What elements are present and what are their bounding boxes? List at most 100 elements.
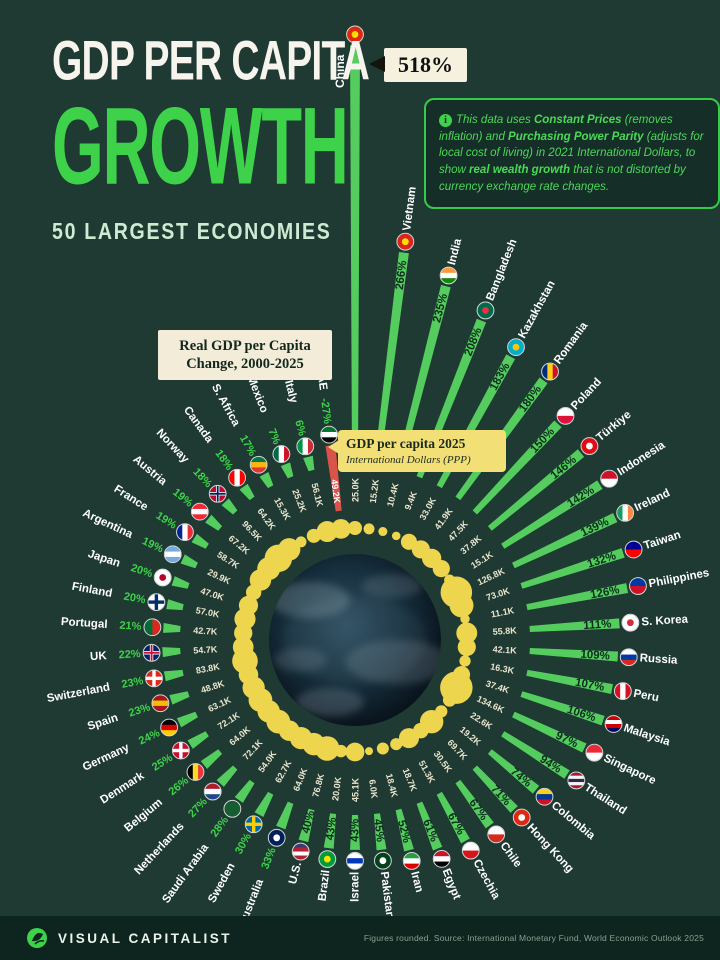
flag-icon-Ireland (616, 503, 635, 522)
country-label: U.S. (287, 861, 304, 886)
country-label: Saudi Arabia (160, 842, 211, 906)
country-label: Mexico (244, 374, 270, 415)
gdp-value-label: 18.4K (384, 773, 400, 799)
gdp-circle (391, 531, 401, 541)
gdp-circle (232, 636, 254, 658)
gdp-circle (449, 593, 474, 618)
percent-label: 23% (127, 701, 152, 719)
country-label: Vietnam (401, 186, 418, 232)
percent-label: 19% (170, 486, 195, 509)
flag-icon-Denmark (171, 741, 190, 760)
page-subtitle: 50 LARGEST ECONOMIES (52, 218, 332, 244)
flag-icon-Sweden (244, 815, 263, 834)
country-label: Kazakhstan (516, 279, 557, 341)
flag-icon-Pakistan (373, 851, 392, 870)
gdp-value-label: 47.5K (446, 518, 470, 543)
country-label: Portugal (61, 616, 108, 631)
flag-icon-Egypt (432, 849, 451, 868)
growth-bar (239, 483, 255, 501)
gdp-value-label: 67.2K (227, 533, 252, 556)
page-title-growth: GROWTH (52, 85, 349, 208)
flag-icon-Poland (556, 406, 575, 425)
flag-icon-Philippines (629, 577, 647, 595)
gdp-value-label: 72.1K (241, 737, 265, 762)
country-spoke-Finland: 57.0K 20% Finland (71, 581, 221, 620)
gdp-value-label: 37.4K (485, 678, 511, 695)
gdp-value-label: 42.7K (193, 625, 218, 637)
gdp-value-label: 72.1K (216, 710, 242, 732)
percent-label: 183% (488, 361, 513, 393)
growth-bar (191, 533, 209, 549)
percent-label: 18% (212, 448, 235, 473)
percent-label: 109% (580, 649, 610, 663)
gdp-value-label: 29.9K (206, 567, 232, 586)
country-label: Malaysia (622, 722, 672, 748)
source-note: Figures rounded. Source: International M… (363, 933, 704, 943)
flag-icon-Finland (147, 593, 166, 612)
country-label: Argentina (81, 507, 135, 541)
country-label: Japan (86, 548, 121, 570)
flag-icon-Italy (296, 437, 315, 456)
growth-bar (350, 45, 360, 466)
growth-bar (529, 618, 620, 633)
gdp-circle (238, 595, 259, 615)
gdp-value-label: 63.1K (206, 694, 232, 713)
gdp-value-label: 56.1K (309, 482, 325, 508)
gdp-circle (365, 747, 374, 756)
country-label: Bangladesh (484, 238, 519, 303)
gdp-value-label: 20.0K (330, 776, 343, 802)
gdp-value-label: 9.4K (403, 490, 419, 512)
growth-bar (298, 808, 315, 843)
percent-label: 106% (565, 704, 597, 725)
percent-label: 111% (583, 618, 612, 632)
growth-bar (501, 480, 603, 549)
growth-bar (526, 583, 629, 611)
percent-label: 19% (140, 535, 165, 555)
growth-bar (205, 514, 223, 531)
gdp-value-label: 10.4K (385, 481, 401, 507)
gdp-value-label: 134.6K (475, 694, 506, 716)
flag-icon-Thailand (567, 771, 586, 790)
percent-label: 61% (420, 818, 440, 844)
growth-bar (512, 513, 618, 569)
flag-icon-Japan (153, 568, 172, 587)
info-icon: i (439, 114, 452, 127)
gdp-value-label: 126.8K (476, 566, 507, 588)
country-spoke-Switzerland: 83.8K 23% Switzerland (46, 661, 221, 705)
growth-bar (200, 749, 223, 769)
chart-label-line1: Real GDP per Capita (179, 338, 311, 354)
gdp-value-label: 41.9K (432, 506, 455, 532)
gdp-circle (376, 742, 389, 755)
page-title: GDP PER CAPITA (52, 29, 370, 92)
footer: VISUAL CAPITALIST Figures rounded. Sourc… (0, 916, 720, 960)
percent-label: 19% (154, 510, 179, 532)
flag-icon-Saudi Arabia (223, 799, 242, 818)
flag-icon-Argentina (163, 545, 182, 564)
gdp-value-label: 64.0K (227, 724, 252, 747)
gdp-value-label: 16.3K (490, 661, 516, 675)
methodology-note: i This data uses Constant Prices (removes… (424, 98, 720, 210)
country-label: France (112, 483, 150, 513)
country-label: Iran (408, 870, 425, 893)
country-label: Ireland (633, 487, 672, 514)
flag-icon-Australia (267, 828, 286, 847)
gdp-value-label: 37.8K (458, 533, 483, 556)
country-label: Belgium (122, 796, 165, 834)
flag-icon-Canada (228, 468, 247, 487)
gdp-circle (390, 738, 403, 751)
flag-icon-Portugal (143, 618, 162, 637)
country-label: S. Africa (209, 382, 242, 429)
flag-icon-France (176, 523, 194, 541)
growth-bar (176, 711, 198, 728)
percent-label: 208% (463, 326, 485, 358)
gdp-value-label: 15.2K (368, 478, 381, 504)
country-label: S. Korea (641, 614, 689, 629)
country-label: Netherlands (132, 821, 186, 878)
growth-bar (529, 647, 619, 662)
gdp-value-label: 22.6K (469, 710, 495, 732)
gdp-circle (363, 523, 375, 535)
country-spoke-Russia: 42.1K 109% Russia (492, 644, 678, 667)
gdp-value-label: 6.0K (367, 779, 379, 800)
